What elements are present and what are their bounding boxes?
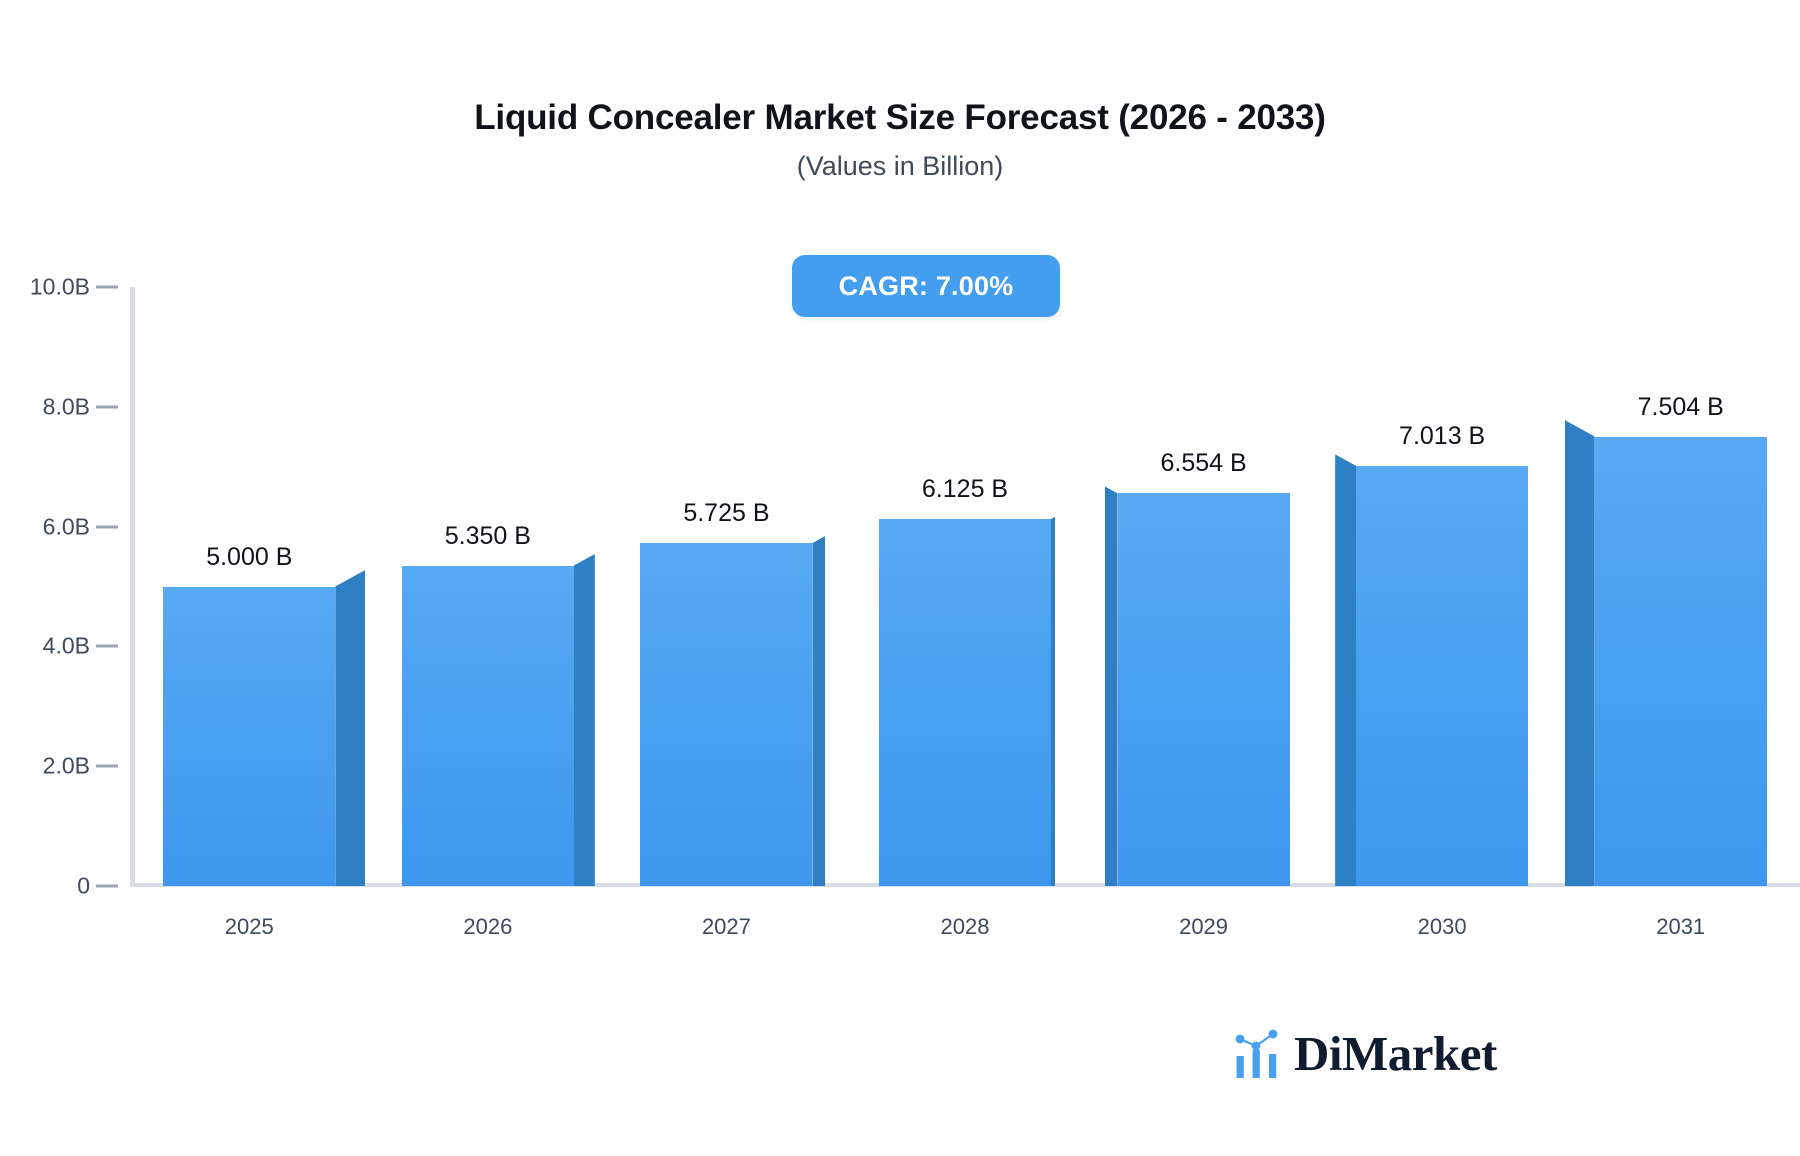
bar-value-label: 6.125 B [921, 475, 1009, 504]
bar-front-face [401, 565, 574, 886]
bar[interactable] [401, 554, 595, 886]
y-tick-mark [96, 884, 118, 888]
y-tick-label: 6.0B [42, 513, 90, 540]
bar-value-label: 5.000 B [206, 542, 293, 571]
bar[interactable] [1335, 454, 1529, 886]
bar[interactable] [879, 516, 1055, 886]
bar-side-face [1335, 454, 1357, 886]
bar-side-face [573, 554, 595, 886]
logo-text: DiMarket [1294, 1026, 1497, 1081]
bar-front-face [879, 519, 1051, 886]
bar-value-label: 6.554 B [1160, 449, 1247, 478]
bar-side-face [1104, 486, 1118, 886]
y-tick-label: 4.0B [42, 632, 90, 659]
y-tick-label: 10.0B [29, 273, 90, 300]
bar-front-face [1594, 436, 1767, 886]
x-tick-label: 2031 [1656, 914, 1706, 939]
y-tick-label: 8.0B [42, 393, 90, 420]
y-tick-mark [96, 285, 118, 289]
x-tick-label: 2025 [224, 914, 274, 939]
bar-front-face [163, 586, 336, 886]
title-block: Liquid Concealer Market Size Forecast (2… [0, 96, 1800, 183]
cagr-badge-label: CAGR: 7.00% [838, 270, 1014, 301]
bar[interactable] [1564, 420, 1767, 886]
bar-chart-icon [1233, 1026, 1281, 1078]
chart-title: Liquid Concealer Market Size Forecast (2… [474, 98, 1326, 137]
y-tick-mark [96, 764, 118, 768]
y-tick-label: 2.0B [42, 752, 90, 779]
y-tick-mark [96, 644, 118, 648]
bar-value-label: 7.013 B [1399, 421, 1486, 450]
y-tick-label: 0 [77, 872, 90, 899]
y-axis-line [130, 287, 135, 886]
plot-area [130, 287, 1800, 887]
bar-front-face [640, 543, 813, 886]
bar-front-face [1356, 465, 1529, 886]
bar[interactable] [1104, 486, 1290, 886]
bar-side-face [1051, 516, 1055, 886]
cagr-badge: CAGR: 7.00% [792, 255, 1060, 317]
x-tick-label: 2026 [463, 914, 513, 939]
bar-value-label: 5.725 B [683, 499, 770, 528]
bar[interactable] [640, 535, 826, 886]
chart-subtitle: (Values in Billion) [796, 151, 1004, 181]
bar-side-face [335, 570, 366, 886]
bar[interactable] [163, 570, 366, 886]
x-tick-label: 2029 [1179, 914, 1229, 939]
x-tick-label: 2027 [701, 914, 751, 939]
bar-side-face [812, 535, 826, 886]
bar-value-label: 5.350 B [444, 521, 531, 550]
bar-chart-icon-svg [1235, 1029, 1278, 1078]
bar-front-face [1117, 493, 1290, 886]
y-tick-mark [96, 405, 118, 409]
bar-value-label: 7.504 B [1637, 392, 1724, 421]
bar-side-face [1564, 420, 1595, 886]
x-tick-label: 2030 [1417, 914, 1467, 939]
logo: DiMarket [1233, 1026, 1497, 1078]
y-tick-mark [96, 525, 118, 529]
x-tick-label: 2028 [940, 914, 990, 939]
